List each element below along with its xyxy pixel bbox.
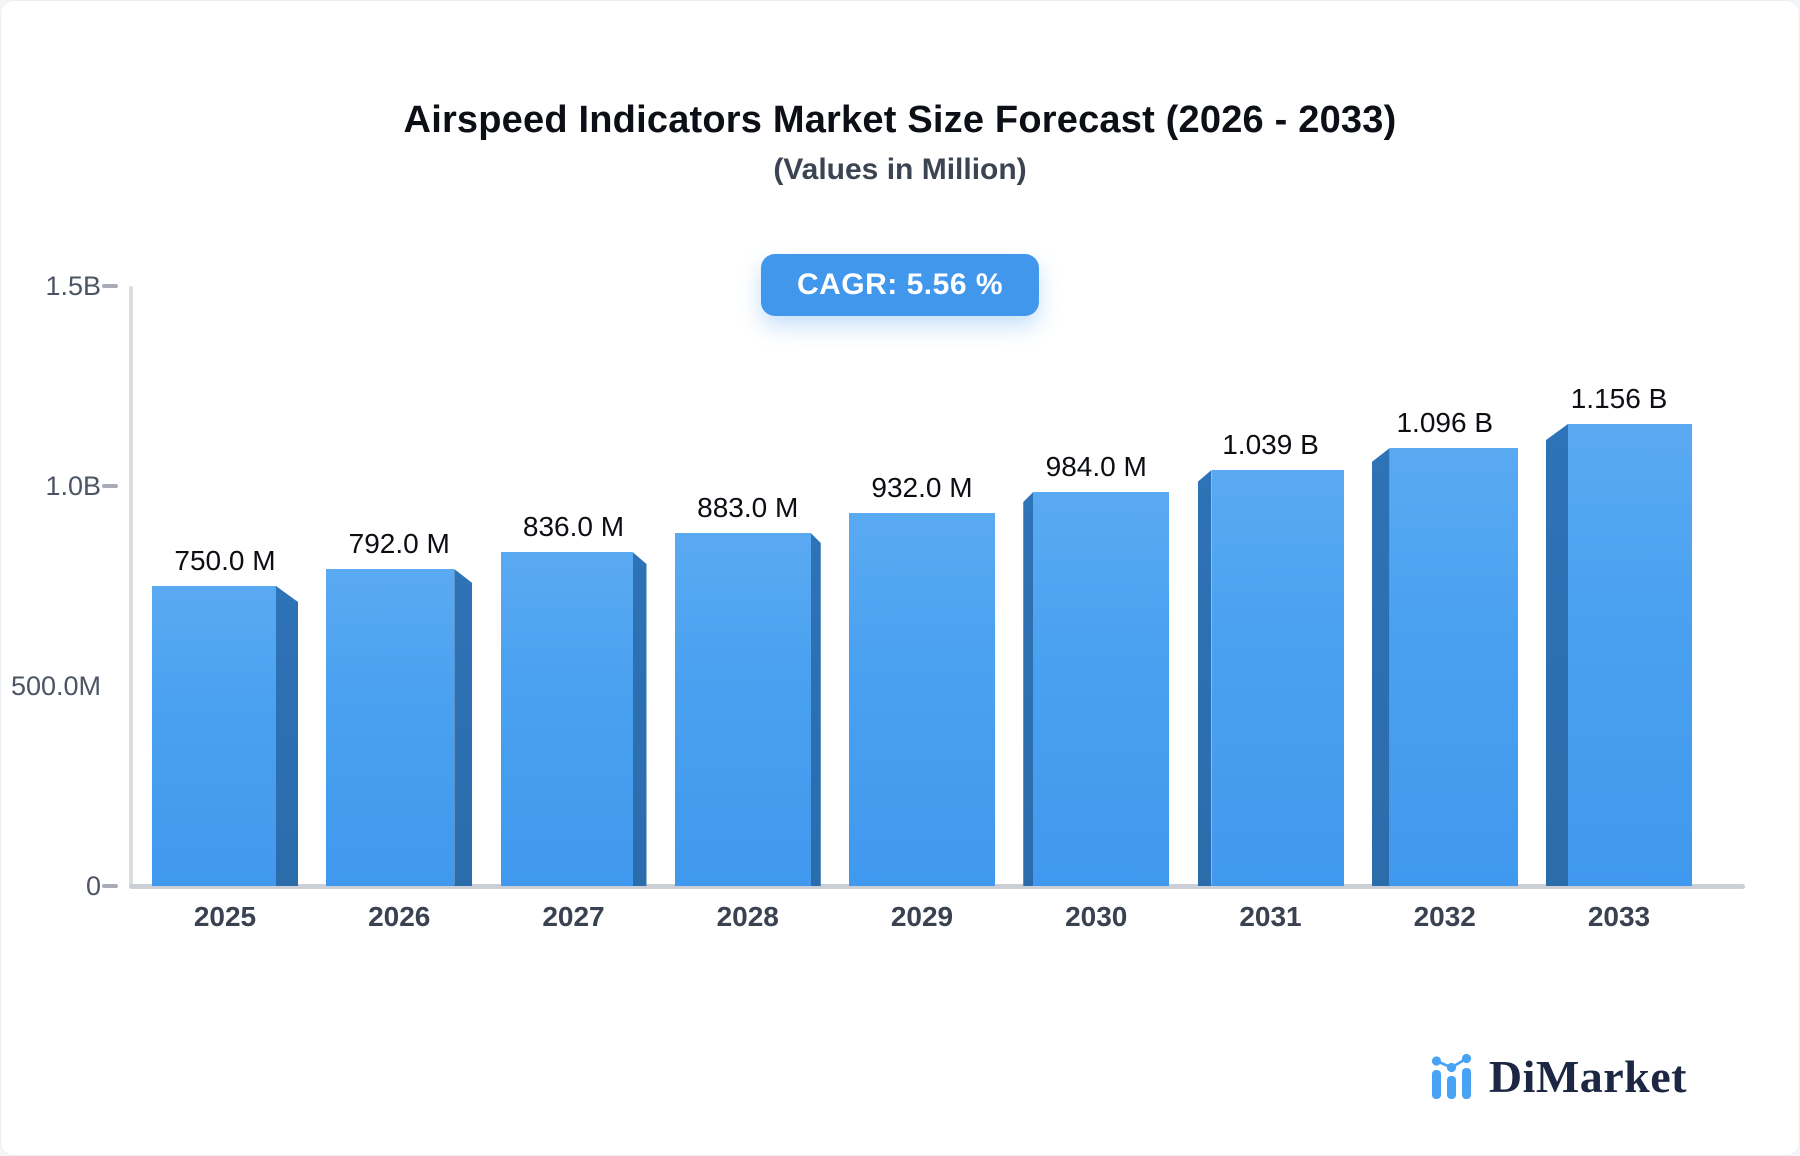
y-axis-tick xyxy=(102,284,118,288)
x-axis-label-2031: 2031 xyxy=(1239,901,1302,932)
x-axis-label-2026: 2026 xyxy=(368,901,431,932)
y-axis-label: 1.5B xyxy=(45,271,101,301)
cagr-badge: CAGR: 5.56 % xyxy=(760,254,1040,316)
bar-value-label: 750.0 M xyxy=(174,545,276,576)
bar-value-label: 1.156 B xyxy=(1570,383,1668,414)
bar-side-face xyxy=(454,569,473,886)
bar-2032 xyxy=(1389,448,1518,886)
bar-side-face xyxy=(810,533,821,886)
bar-2030 xyxy=(1033,492,1170,886)
y-axis-label: 500.0M xyxy=(10,671,101,701)
bar-side-face xyxy=(1371,448,1390,886)
bar-2029 xyxy=(849,513,995,886)
y-axis-label: 1.0B xyxy=(45,471,101,501)
chart-subtitle: (Values in Million) xyxy=(773,153,1027,186)
x-axis-label-2029: 2029 xyxy=(890,901,954,932)
x-axis-label-2033: 2033 xyxy=(1587,901,1651,932)
dimarket-logo-icon xyxy=(1431,1053,1471,1099)
brand-logo-text: DiMarket xyxy=(1488,1051,1687,1102)
bar-2028 xyxy=(674,533,811,886)
bar-2026 xyxy=(326,569,455,886)
bar-side-face xyxy=(276,586,298,886)
y-axis-label: 0 xyxy=(85,871,101,901)
brand-logo: DiMarket xyxy=(1430,1050,1687,1103)
bar-2027 xyxy=(500,552,633,886)
bar-2033 xyxy=(1568,424,1692,886)
bar-value-label: 1.039 B xyxy=(1222,429,1319,460)
bar-2031 xyxy=(1211,470,1344,886)
y-axis-tick xyxy=(102,884,118,888)
bar-side-face xyxy=(1546,424,1568,886)
y-axis-line xyxy=(129,286,133,886)
bar-value-label: 984.0 M xyxy=(1045,451,1147,482)
bar-side-face xyxy=(1197,470,1212,886)
bar-value-label: 1.096 B xyxy=(1396,407,1494,438)
x-axis-label-2027: 2027 xyxy=(542,901,605,932)
x-axis-label-2025: 2025 xyxy=(193,901,257,932)
x-axis-label-2030: 2030 xyxy=(1065,901,1128,932)
bar-value-label: 836.0 M xyxy=(522,511,625,542)
bar-value-label: 792.0 M xyxy=(348,528,450,559)
page-title: Airspeed Indicators Market Size Forecast… xyxy=(403,99,1397,141)
x-axis-baseline xyxy=(129,884,1745,889)
bar-2025 xyxy=(152,586,276,886)
bar-value-label: 932.0 M xyxy=(871,472,973,503)
x-axis-label-2028: 2028 xyxy=(716,901,779,932)
bar-value-label: 883.0 M xyxy=(697,492,799,523)
bar-side-face xyxy=(632,552,647,886)
chart-header: Airspeed Indicators Market Size Forecast… xyxy=(1,97,1799,189)
x-axis-label-2032: 2032 xyxy=(1413,901,1476,932)
bar-side-face xyxy=(1023,492,1034,886)
y-axis-tick xyxy=(102,484,118,488)
